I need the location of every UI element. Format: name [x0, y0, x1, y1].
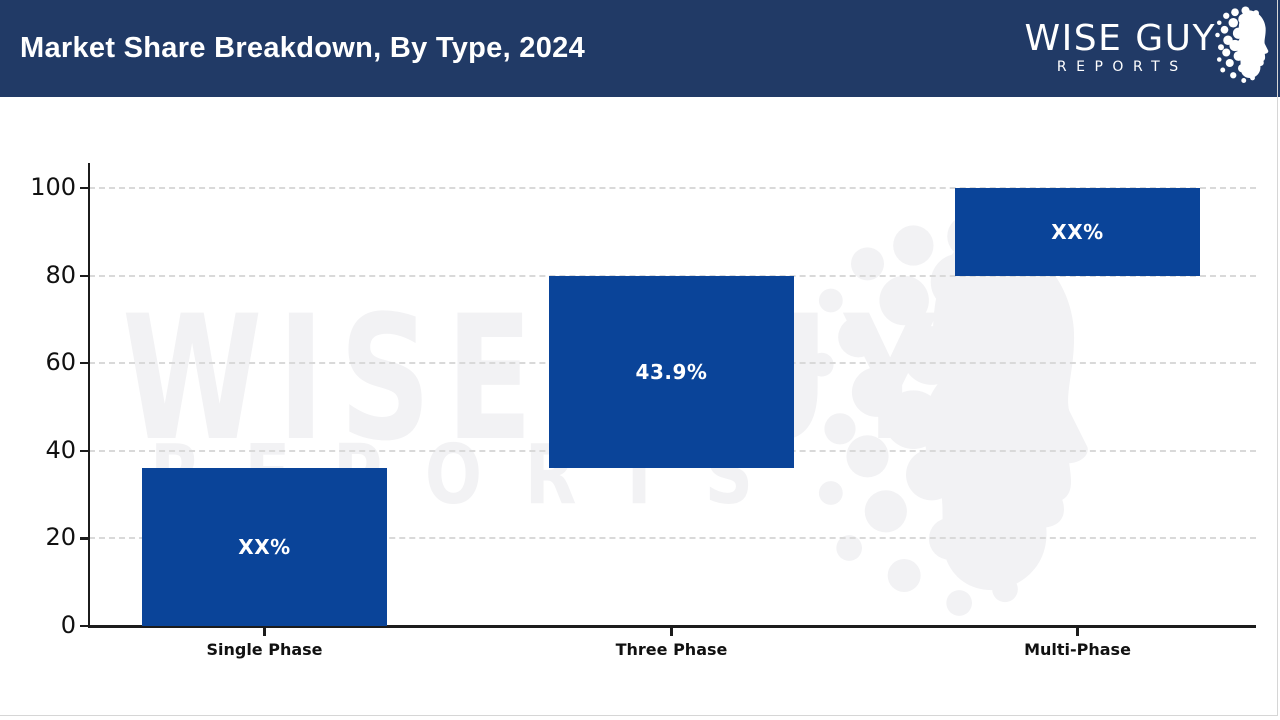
y-tick-mark [80, 537, 88, 540]
watermark-head-icon [809, 218, 1088, 616]
category-label: Multi-Phase [1024, 640, 1131, 659]
x-tick-mark [1076, 627, 1079, 636]
y-tick-mark [80, 625, 88, 628]
y-tick-label: 80 [45, 260, 76, 289]
y-tick-mark [80, 362, 88, 365]
header-bar: Market Share Breakdown, By Type, 2024 WI… [0, 0, 1280, 97]
logo-text: WISE GUY REPORTS [1024, 17, 1217, 76]
logo-head-icon [1215, 5, 1269, 83]
gridline-y20 [89, 537, 1256, 540]
page-title: Market Share Breakdown, By Type, 2024 [20, 32, 586, 64]
gridline-y100 [89, 187, 1256, 189]
y-tick-label: 0 [60, 611, 76, 639]
x-tick-mark [263, 627, 266, 636]
y-tick-mark [80, 449, 88, 452]
bar-single-phase: XX% [142, 468, 387, 626]
y-tick-label: 40 [45, 435, 76, 464]
category-label: Single Phase [206, 640, 323, 659]
gridline-y80 [89, 274, 1256, 277]
category-label: Three Phase [615, 640, 728, 659]
y-tick-mark [80, 187, 88, 190]
bar-three-phase: 43.9% [549, 276, 794, 469]
wise-guy-logo: WISE GUY REPORTS [1025, 0, 1271, 97]
logo-reports-text: REPORTS [1056, 59, 1188, 76]
bar-value-label: 43.9% [635, 360, 708, 385]
y-tick-mark [80, 274, 88, 277]
y-tick-label: 100 [30, 173, 76, 201]
y-tick-label: 60 [45, 348, 76, 377]
watermark-brand-text: WISE GUY [122, 278, 952, 479]
x-tick-mark [670, 627, 673, 636]
y-tick-label: 20 [45, 523, 76, 552]
logo-brand-text: WISE GUY [1024, 17, 1216, 59]
x-axis-line [87, 625, 1256, 628]
y-axis-line [87, 163, 91, 628]
bar-value-label: XX% [1051, 219, 1104, 244]
bar-value-label: XX% [238, 535, 291, 560]
bar-multi-phase: XX% [955, 188, 1200, 276]
